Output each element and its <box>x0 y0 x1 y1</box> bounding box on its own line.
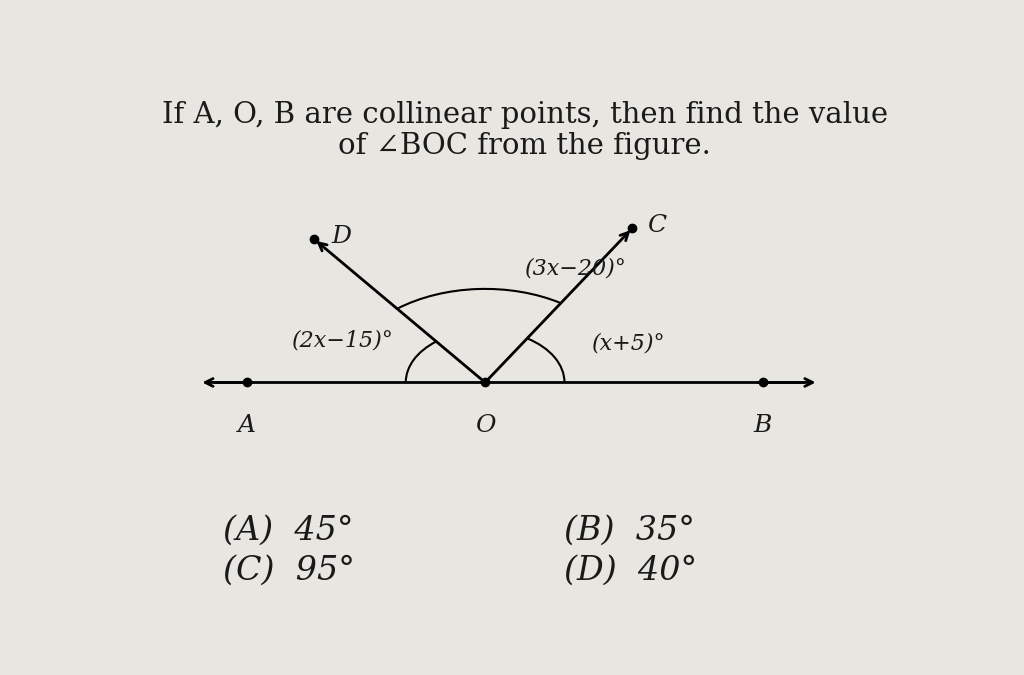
Text: A: A <box>238 414 256 437</box>
Text: (D)  40°: (D) 40° <box>564 555 697 587</box>
Text: B: B <box>754 414 772 437</box>
Text: O: O <box>475 414 496 437</box>
Text: (3x−20)°: (3x−20)° <box>524 257 627 279</box>
Text: (A)  45°: (A) 45° <box>223 514 354 547</box>
Text: If A, O, B are collinear points, then find the value: If A, O, B are collinear points, then fi… <box>162 101 888 129</box>
Text: C: C <box>646 214 666 237</box>
Text: of ∠BOC from the figure.: of ∠BOC from the figure. <box>338 132 712 160</box>
Text: (2x−15)°: (2x−15)° <box>292 330 394 352</box>
Text: (B)  35°: (B) 35° <box>564 514 695 547</box>
Text: (C)  95°: (C) 95° <box>223 555 355 587</box>
Text: (x+5)°: (x+5)° <box>592 333 666 354</box>
Text: D: D <box>332 225 351 248</box>
